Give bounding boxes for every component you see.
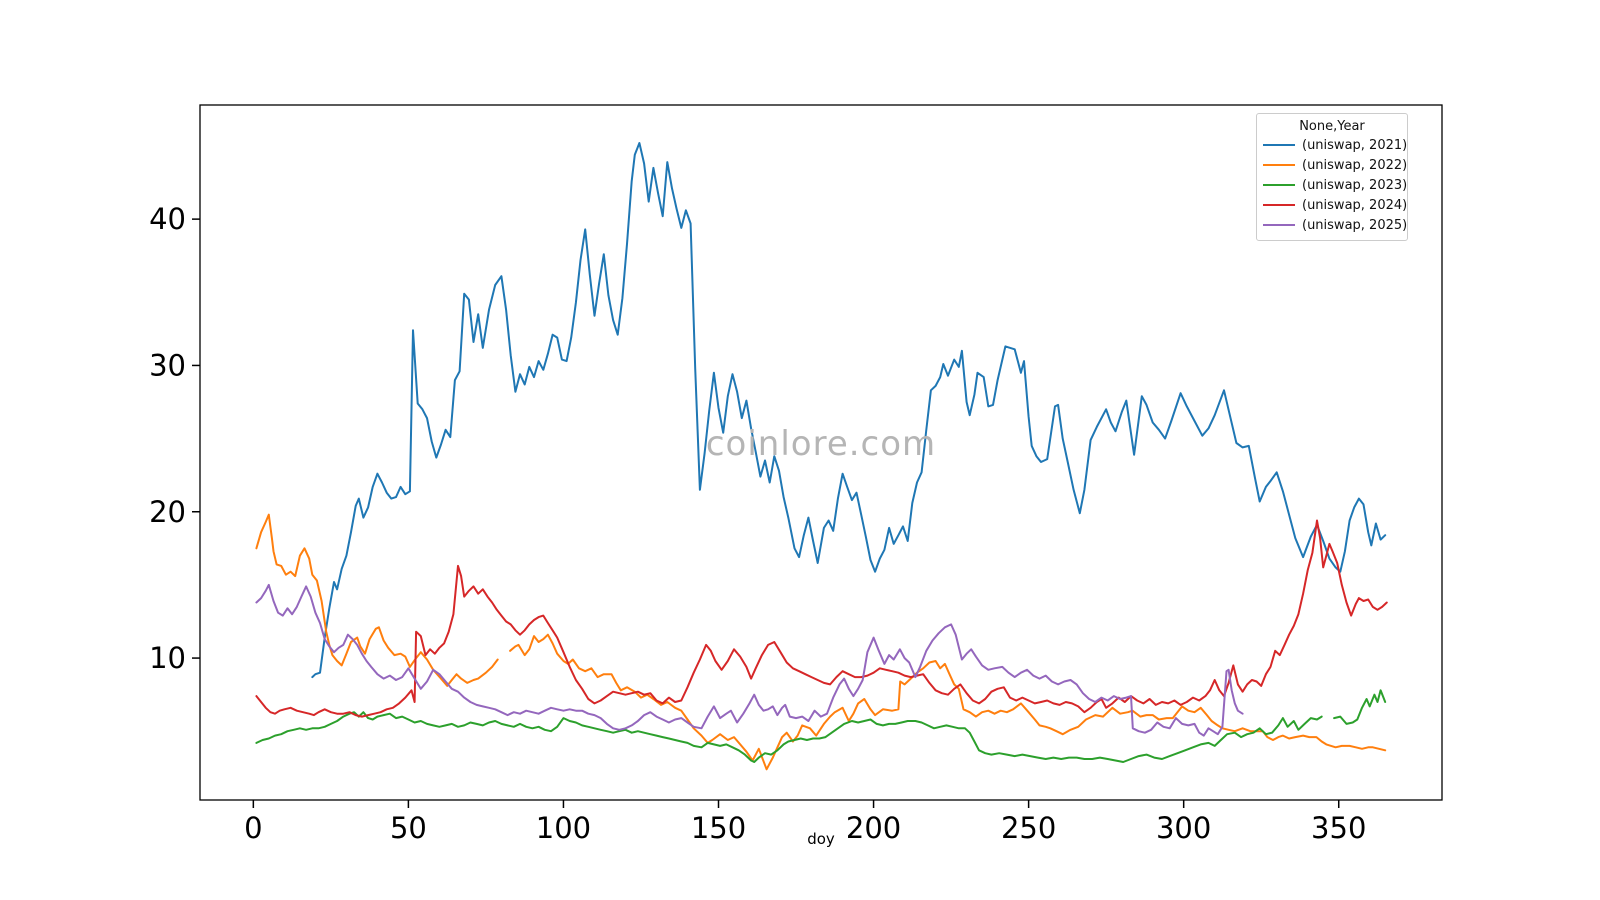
legend-item-label: (uniswap, 2025) — [1302, 217, 1408, 233]
x-tick-label: 50 — [390, 811, 427, 845]
legend-title: None,Year — [1299, 119, 1365, 134]
x-tick-label: 350 — [1311, 811, 1366, 845]
legend-item-label: (uniswap, 2023) — [1302, 177, 1408, 193]
y-tick-label: 40 — [149, 202, 186, 236]
legend-line-swatch — [1263, 144, 1295, 146]
x-tick-label: 150 — [691, 811, 746, 845]
legend-item-label: (uniswap, 2022) — [1302, 157, 1408, 173]
y-tick-label: 10 — [149, 641, 186, 675]
watermark: coinlore.com — [705, 424, 937, 464]
series-line — [255, 711, 1323, 763]
plot-spines — [199, 104, 1443, 801]
series-line — [255, 583, 1244, 737]
series-line — [255, 513, 499, 687]
legend-item-label: (uniswap, 2021) — [1302, 137, 1408, 153]
legend-item: (uniswap, 2023) — [1263, 175, 1407, 195]
series-line — [509, 633, 1387, 771]
legend-line-swatch — [1263, 204, 1295, 206]
legend-item: (uniswap, 2024) — [1263, 195, 1407, 215]
x-tick-label: 250 — [1001, 811, 1056, 845]
x-axis-label: doy — [807, 830, 835, 848]
legend-line-swatch — [1263, 184, 1295, 186]
legend-item-label: (uniswap, 2024) — [1302, 197, 1408, 213]
x-tick-label: 300 — [1156, 811, 1211, 845]
y-tick-label: 30 — [149, 348, 186, 382]
legend-item: (uniswap, 2025) — [1263, 215, 1407, 235]
x-tick-label: 200 — [846, 811, 901, 845]
y-tick-label: 20 — [149, 495, 186, 529]
series-line — [311, 142, 1387, 679]
legend-line-swatch — [1263, 224, 1295, 226]
legend-line-swatch — [1263, 164, 1295, 166]
legend-item: (uniswap, 2021) — [1263, 135, 1407, 155]
legend: None,Year (uniswap, 2021) (uniswap, 2022… — [1256, 113, 1408, 241]
legend-item: (uniswap, 2022) — [1263, 155, 1407, 175]
series-line — [255, 519, 1388, 718]
x-tick-label: 100 — [536, 811, 591, 845]
x-tick-label: 0 — [244, 811, 262, 845]
series-line — [1333, 689, 1387, 725]
